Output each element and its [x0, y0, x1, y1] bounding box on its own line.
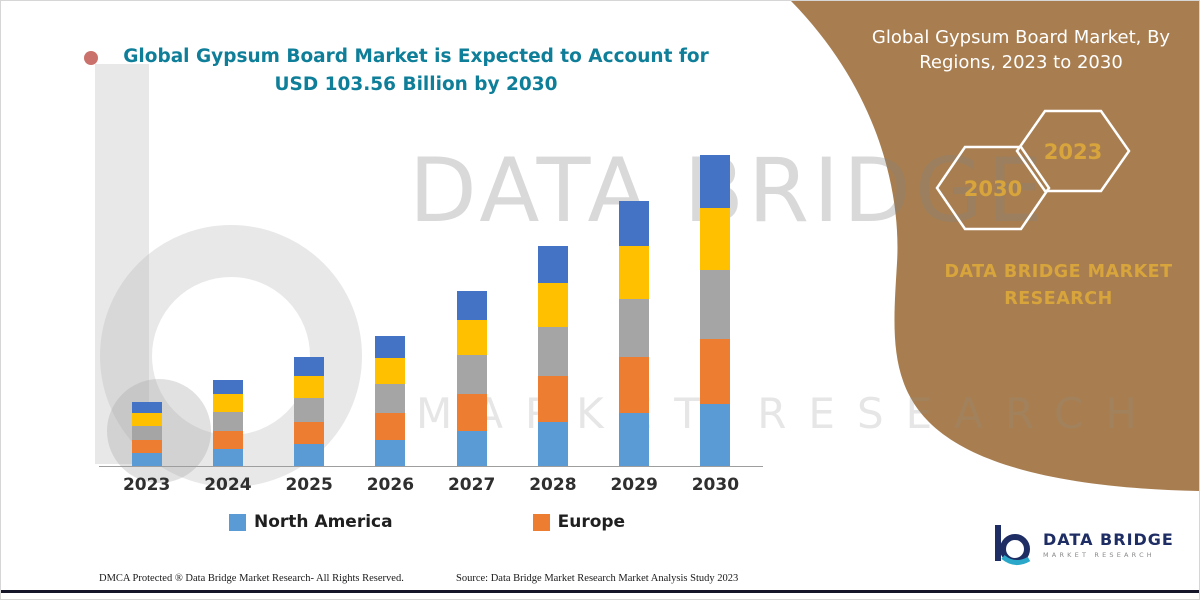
bar-segment-unlabeled-yellow-	[619, 245, 650, 299]
bar-segment-europe	[131, 439, 162, 454]
bar-segment-unlabeled-yellow-	[212, 394, 243, 412]
bar-segment-unlabeled-dark-blue-	[456, 290, 487, 321]
bar-stack	[294, 357, 325, 466]
bar-segment-europe	[619, 357, 650, 413]
bar-segment-unlabeled-yellow-	[294, 376, 325, 398]
footer-brand: DATA BRIDGE MARKET RESEARCH	[989, 521, 1174, 567]
bar-segment-unlabeled-yellow-	[537, 283, 568, 328]
bar-segment-unlabeled-dark-blue-	[700, 155, 731, 209]
bar-segment-unlabeled-dark-blue-	[537, 245, 568, 284]
x-axis-label-2030: 2030	[691, 475, 740, 495]
bar-column-2025	[269, 151, 350, 466]
bar-stack	[212, 379, 243, 466]
bar-stack	[456, 290, 487, 466]
footer-source-text: Source: Data Bridge Market Research Mark…	[456, 573, 739, 584]
bar-column-2024	[187, 151, 268, 466]
bar-stack	[131, 401, 162, 466]
watermark-logo-stem	[95, 64, 149, 464]
x-axis-line	[99, 466, 763, 467]
hexagon-years-graphic: 2030 2023	[935, 109, 1131, 231]
hexagon-2030-label: 2030	[964, 177, 1022, 201]
legend-label-north-america: North America	[254, 512, 393, 532]
legend-swatch-europe	[532, 513, 550, 531]
bar-segment-unlabeled-dark-blue-	[212, 379, 243, 395]
footer-brand-subtitle: MARKET RESEARCH	[1043, 550, 1155, 559]
legend-item-north-america: North America	[229, 512, 393, 532]
bar-stack	[700, 155, 731, 466]
x-axis-label-2023: 2023	[122, 475, 171, 495]
bar-segment-unlabeled-gray-	[375, 383, 406, 413]
brand-gold-text: DATA BRIDGE MARKET RESEARCH	[944, 262, 1173, 310]
bar-column-2029	[594, 151, 675, 466]
brown-wave-shape	[791, 1, 1199, 491]
bar-segment-europe	[456, 394, 487, 431]
bar-segment-north-america	[537, 421, 568, 466]
bar-stack	[375, 335, 406, 466]
bar-segment-north-america	[212, 448, 243, 466]
bar-segment-unlabeled-dark-blue-	[294, 357, 325, 377]
bar-segment-north-america	[131, 453, 162, 466]
bar-stack	[619, 200, 650, 466]
bar-segment-unlabeled-dark-blue-	[619, 200, 650, 246]
bar-segment-north-america	[619, 412, 650, 466]
bottom-divider-line	[1, 590, 1199, 593]
bar-segment-europe	[212, 430, 243, 449]
data-bridge-logo-icon	[995, 525, 1031, 565]
bar-chart	[106, 151, 756, 466]
bar-segment-unlabeled-gray-	[537, 327, 568, 376]
bar-segment-unlabeled-yellow-	[131, 412, 162, 426]
bar-segment-unlabeled-gray-	[294, 397, 325, 422]
bar-segment-unlabeled-yellow-	[700, 208, 731, 271]
bar-segment-unlabeled-gray-	[131, 425, 162, 440]
x-axis-label-2024: 2024	[204, 475, 252, 495]
watermark-logo-red-dot	[84, 51, 98, 65]
bar-segment-europe	[700, 338, 731, 404]
bar-column-2027	[431, 151, 512, 466]
bar-segment-europe	[294, 421, 325, 445]
bar-segment-unlabeled-gray-	[619, 298, 650, 358]
bar-segment-europe	[537, 375, 568, 422]
bar-stack	[537, 245, 568, 466]
footer-dmca-text: DMCA Protected ® Data Bridge Market Rese…	[99, 573, 404, 584]
x-axis-label-2027: 2027	[447, 475, 496, 495]
x-axis-labels: 2023 2024 2025 2026 2027 2028 2029 2030	[106, 475, 756, 495]
bar-segment-unlabeled-yellow-	[375, 357, 406, 384]
hexagon-2030	[935, 145, 1051, 231]
bar-segment-north-america	[700, 403, 731, 466]
bar-segment-europe	[375, 412, 406, 440]
chart-legend: North America Europe	[229, 512, 625, 532]
bar-segment-unlabeled-dark-blue-	[375, 335, 406, 358]
bar-column-2030	[675, 151, 756, 466]
bar-segment-north-america	[456, 430, 487, 466]
bar-segment-north-america	[294, 444, 325, 466]
x-axis-label-2025: 2025	[285, 475, 333, 495]
bar-segment-unlabeled-gray-	[700, 270, 731, 339]
x-axis-label-2029: 2029	[610, 475, 658, 495]
bar-segment-unlabeled-gray-	[212, 411, 243, 431]
bar-segment-north-america	[375, 439, 406, 466]
legend-item-europe: Europe	[532, 512, 626, 532]
x-axis-label-2028: 2028	[529, 475, 577, 495]
page-title: Global Gypsum Board Market is Expected t…	[123, 46, 709, 95]
bar-column-2023	[106, 151, 187, 466]
legend-swatch-north-america	[229, 513, 246, 531]
panel-title: Global Gypsum Board Market, By Regions, …	[871, 27, 1171, 74]
legend-label-europe: Europe	[557, 512, 626, 532]
x-axis-label-2026: 2026	[366, 475, 415, 495]
footer-brand-name: DATA BRIDGE	[1043, 529, 1174, 549]
bar-column-2028	[512, 151, 593, 466]
hexagon-2023-label: 2023	[1044, 140, 1102, 164]
bar-column-2026	[350, 151, 431, 466]
hexagon-2023	[1015, 109, 1131, 193]
bar-segment-unlabeled-dark-blue-	[131, 401, 162, 413]
bar-segment-unlabeled-yellow-	[456, 320, 487, 356]
bar-segment-unlabeled-gray-	[456, 355, 487, 395]
watermark-text-market-research: MARKET RESEARCH	[416, 389, 1159, 438]
